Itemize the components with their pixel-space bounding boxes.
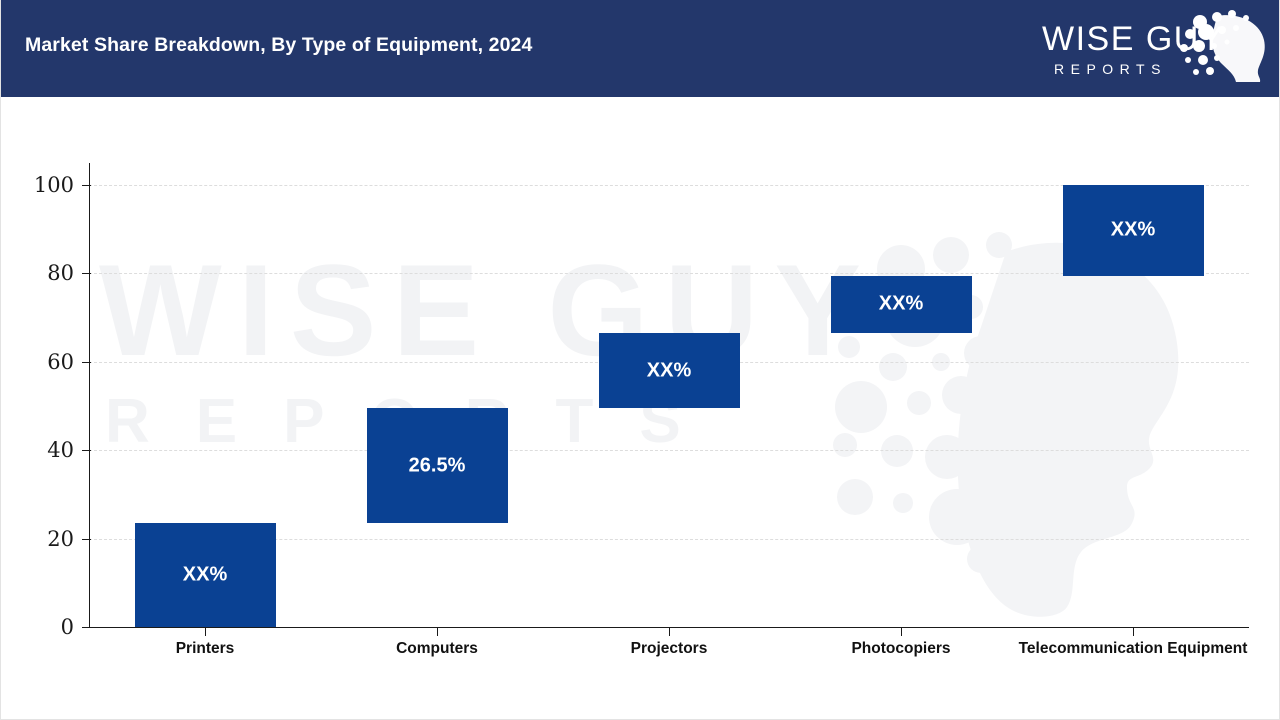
y-axis-label: 100 xyxy=(33,173,74,197)
page-title: Market Share Breakdown, By Type of Equip… xyxy=(25,34,533,56)
bar-value-label: XX% xyxy=(646,359,692,382)
bar[interactable]: XX% xyxy=(598,333,740,409)
y-axis-label: 60 xyxy=(47,349,74,374)
bar-value-label: XX% xyxy=(182,563,228,586)
x-axis-tick xyxy=(901,627,902,636)
bar-value-label: XX% xyxy=(1110,218,1156,241)
y-axis-tick xyxy=(82,450,91,452)
y-axis-label: 0 xyxy=(60,615,74,639)
gridline xyxy=(89,538,1249,540)
logo-svg: WISE GUY REPORTS xyxy=(1042,10,1265,82)
header-bar: Market Share Breakdown, By Type of Equip… xyxy=(1,0,1279,97)
logo-wordmark-line2: REPORTS xyxy=(1054,61,1167,77)
y-axis-line xyxy=(89,163,90,628)
y-axis-tick xyxy=(82,538,91,540)
y-axis-tick xyxy=(82,627,91,628)
x-axis-tick xyxy=(1133,627,1134,636)
x-axis-category-label: Projectors xyxy=(630,640,708,657)
y-axis-label: 20 xyxy=(47,526,74,551)
bar-value-label: XX% xyxy=(878,292,924,315)
y-axis-label: 80 xyxy=(47,261,74,286)
wise-guy-reports-logo: WISE GUY REPORTS xyxy=(1014,8,1276,88)
x-axis-tick xyxy=(669,627,670,636)
bar[interactable]: XX% xyxy=(1062,185,1204,276)
bar[interactable]: XX% xyxy=(830,275,972,334)
gridline xyxy=(89,450,1249,452)
logo-wordmark-line1: WISE GUY xyxy=(1042,20,1224,58)
x-axis-tick xyxy=(437,627,438,636)
logo-head-icon xyxy=(1180,10,1265,82)
chart-plot-area: WISE GUY REPORTS xyxy=(1,97,1279,719)
x-axis-category-label: Computers xyxy=(396,640,478,657)
x-axis-category-label: Photocopiers xyxy=(851,640,951,657)
y-axis-tick xyxy=(82,185,91,186)
bar[interactable]: XX% xyxy=(134,523,276,627)
bar-value-label: 26.5% xyxy=(408,454,466,477)
bar[interactable]: 26.5% xyxy=(366,408,508,524)
y-axis-tick xyxy=(82,273,91,275)
gridline xyxy=(89,185,1249,186)
x-axis-category-label: Telecommunication Equipment xyxy=(1018,640,1248,657)
gridline xyxy=(89,273,1249,275)
x-axis-category-label: Printers xyxy=(175,640,235,657)
x-axis-tick xyxy=(205,627,206,636)
watermark-line1: WISE GUY xyxy=(99,237,878,383)
y-axis-label: 40 xyxy=(47,438,74,463)
y-axis-tick xyxy=(82,361,91,363)
